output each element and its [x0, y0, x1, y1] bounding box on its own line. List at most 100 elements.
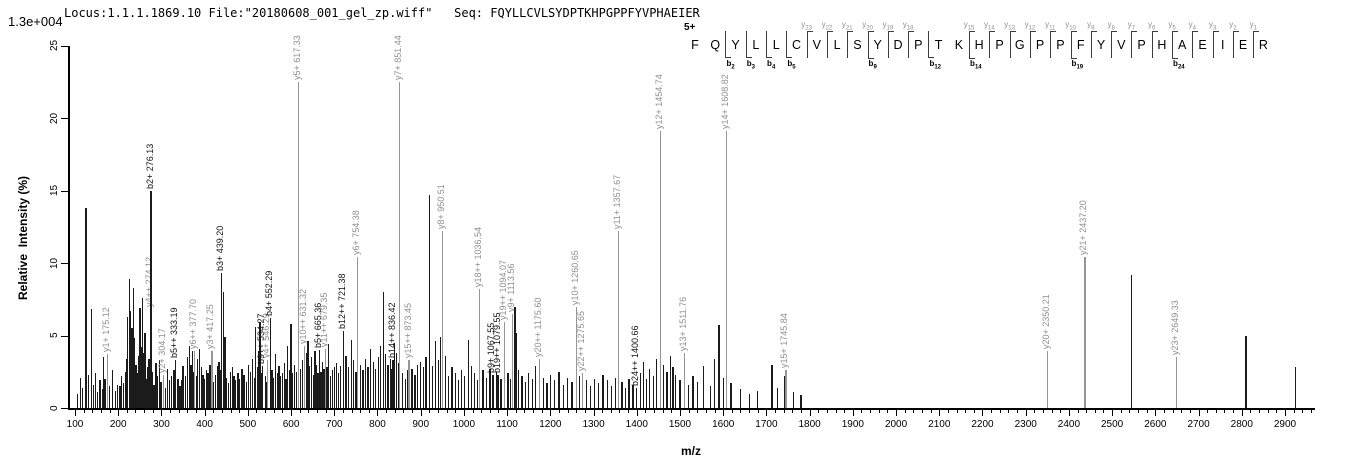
peak [288, 370, 291, 408]
peak [375, 368, 377, 408]
peak [387, 364, 389, 408]
peak-y8+ [441, 231, 444, 408]
x-major-tick [1284, 409, 1286, 416]
peak-label: y21+ 2437.20 [1078, 200, 1089, 256]
peak [200, 367, 202, 408]
x-major-tick [636, 409, 638, 416]
b-ion-marker: b14 [970, 59, 982, 71]
peak [214, 374, 217, 408]
peak [227, 383, 230, 408]
sequence-residue: E [1238, 38, 1248, 52]
sequence-residue: L [772, 38, 780, 52]
peak [173, 370, 175, 408]
peak [243, 374, 245, 408]
peak [382, 292, 384, 408]
peak [517, 370, 520, 408]
y-ion-marker: y20 [862, 20, 873, 32]
peak-b12++ [342, 331, 345, 408]
cleavage-bracket [1009, 31, 1016, 58]
x-minor-tick [1181, 409, 1183, 413]
peak-label: y11++ 679.35 [318, 292, 329, 347]
x-minor-tick [1224, 409, 1226, 413]
x-minor-tick [775, 409, 777, 413]
x-minor-tick [1276, 409, 1278, 413]
y-ion-marker: y10 [1065, 20, 1076, 32]
peak [730, 383, 732, 408]
x-minor-tick [412, 409, 414, 413]
peak [132, 287, 135, 408]
x-major-tick [809, 409, 811, 416]
peak [489, 368, 491, 408]
x-minor-tick [368, 409, 370, 413]
peak [331, 370, 333, 408]
peak [521, 376, 523, 408]
peak-y19++ [503, 322, 506, 408]
peak [292, 373, 294, 408]
x-minor-tick [1094, 409, 1096, 413]
x-minor-tick [826, 409, 828, 413]
peak [783, 376, 786, 408]
peak [628, 379, 630, 408]
cleavage-bracket [989, 31, 996, 58]
peak [535, 365, 537, 408]
x-minor-tick [921, 409, 923, 413]
peak-y15++ [408, 360, 410, 408]
peak [439, 336, 442, 408]
x-minor-tick [1163, 409, 1165, 413]
cleavage-bracket [867, 31, 874, 59]
peak [79, 377, 81, 408]
x-minor-tick [282, 409, 284, 413]
sequence-residue: T [934, 38, 943, 52]
peak [235, 380, 237, 408]
y-tick [61, 408, 68, 409]
peak-label: y18++ 1036.54 [472, 227, 483, 288]
peak [127, 316, 129, 408]
peak [384, 354, 386, 408]
peak [104, 379, 106, 408]
cleavage-bracket [1131, 31, 1138, 58]
peak [323, 368, 325, 408]
peak-y20+ [1046, 351, 1048, 408]
peak [461, 370, 463, 408]
peak [367, 367, 369, 408]
peak [509, 379, 512, 408]
y-ion-marker: y6 [1148, 20, 1156, 32]
cleavage-bracket [969, 31, 976, 59]
peak-b14++ [392, 360, 394, 408]
x-tick-label: 2500 [1101, 419, 1124, 430]
x-major-tick [463, 409, 465, 416]
y-tick-label: 0 [49, 405, 60, 411]
cleavage-bracket [1111, 31, 1118, 58]
y-ion-marker: y7 [1127, 20, 1136, 32]
y-tick [61, 263, 68, 264]
x-minor-tick [654, 409, 656, 413]
sequence-residue: R [1258, 38, 1268, 52]
x-major-tick [1025, 409, 1027, 416]
peak-y20++ [538, 358, 541, 408]
peak-label: y4++ 274.12 [143, 257, 154, 308]
peak-y15+ [785, 370, 787, 408]
peak [197, 358, 199, 408]
peak [800, 394, 802, 408]
sequence-residue: S [853, 38, 862, 52]
x-major-tick [852, 409, 854, 416]
peak [151, 371, 154, 408]
sequence-residue: V [812, 38, 821, 52]
x-minor-tick [230, 409, 232, 413]
peak [362, 370, 364, 408]
x-minor-tick [619, 409, 621, 413]
x-minor-tick [610, 409, 612, 413]
peak-label: b4+ 552.29 [263, 270, 274, 317]
peak-y6++ [194, 351, 196, 408]
peak [156, 376, 159, 408]
cleavage-bracket [786, 31, 793, 58]
b-ion-marker: b2 [726, 59, 735, 71]
x-tick-label: 2600 [1144, 419, 1167, 430]
x-major-tick [982, 409, 984, 416]
peak [397, 363, 399, 408]
x-minor-tick [100, 409, 102, 413]
x-tick-label: 1900 [841, 419, 864, 430]
peak [329, 376, 332, 408]
peak [406, 370, 408, 408]
